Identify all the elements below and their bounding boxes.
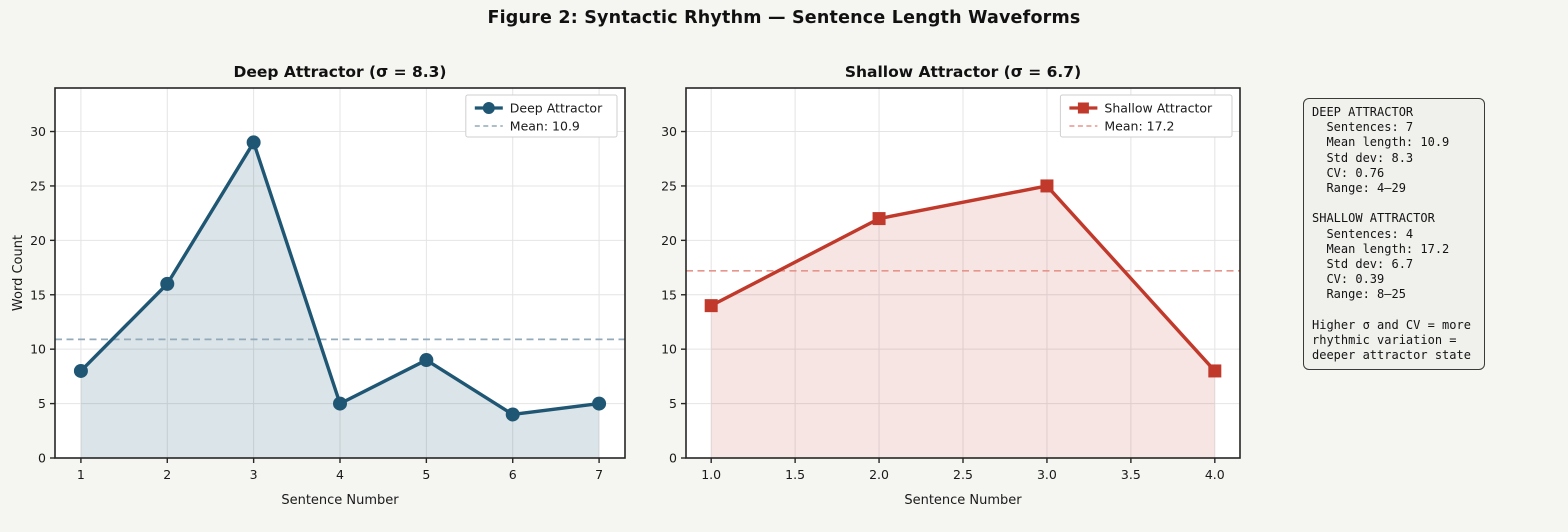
svg-text:0: 0 (669, 451, 677, 466)
svg-text:10: 10 (30, 342, 46, 357)
svg-text:20: 20 (30, 233, 46, 248)
svg-text:5: 5 (669, 396, 677, 411)
chart-title: Shallow Attractor (σ = 6.7) (845, 63, 1081, 81)
svg-text:Deep Attractor: Deep Attractor (510, 101, 603, 116)
area-fill (80, 142, 600, 458)
data-markers (704, 179, 1222, 378)
svg-text:3.5: 3.5 (1121, 467, 1141, 482)
svg-text:4.0: 4.0 (1205, 467, 1225, 482)
svg-text:30: 30 (661, 124, 677, 139)
svg-text:25: 25 (661, 178, 677, 193)
stats-annotation-box: DEEP ATTRACTOR Sentences: 7 Mean length:… (1303, 98, 1485, 371)
svg-text:6: 6 (509, 467, 517, 482)
legend: Shallow Attractor Mean: 17.2 (1059, 94, 1233, 138)
svg-text:1: 1 (77, 467, 85, 482)
svg-text:1.0: 1.0 (701, 467, 721, 482)
chart-title: Deep Attractor (σ = 8.3) (233, 63, 446, 81)
svg-text:1.5: 1.5 (785, 467, 805, 482)
legend: Deep Attractor Mean: 10.9 (465, 94, 618, 138)
svg-text:3.0: 3.0 (1037, 467, 1057, 482)
deep-attractor-chart: 1 2 3 4 5 6 7 0 5 10 15 20 25 30 Deep Attractor (σ = 8… (11, 63, 626, 508)
svg-text:2.0: 2.0 (869, 467, 889, 482)
svg-text:Mean: 17.2: Mean: 17.2 (1104, 119, 1174, 134)
deep-attractor-panel: 1 2 3 4 5 6 7 0 5 10 15 20 25 30 Deep Attractor (σ = 8… (8, 56, 640, 532)
svg-text:2.5: 2.5 (953, 467, 973, 482)
svg-text:10: 10 (661, 342, 677, 357)
svg-text:5: 5 (422, 467, 430, 482)
svg-text:Mean: 10.9: Mean: 10.9 (510, 119, 580, 134)
svg-text:7: 7 (595, 467, 603, 482)
shallow-attractor-chart: 1.0 1.5 2.0 2.5 3.0 3.5 4.0 0 5 10 15 20 25 30 Shallow… (661, 63, 1241, 508)
svg-text:20: 20 (661, 233, 677, 248)
svg-text:30: 30 (30, 124, 46, 139)
svg-text:5: 5 (38, 396, 46, 411)
svg-text:3: 3 (250, 467, 258, 482)
axis-ticks: 1 2 3 4 5 6 7 0 5 10 15 20 25 30 (30, 124, 603, 482)
axis-ticks: 1.0 1.5 2.0 2.5 3.0 3.5 4.0 0 5 10 15 20 25 30 (661, 124, 1225, 482)
area-fill (711, 185, 1215, 459)
svg-text:Shallow Attractor: Shallow Attractor (1104, 101, 1213, 116)
svg-text:15: 15 (30, 287, 46, 302)
data-line (709, 184, 1217, 373)
x-axis-label: Sentence Number (281, 493, 399, 508)
figure-title: Figure 2: Syntactic Rhythm — Sentence Le… (487, 8, 1081, 28)
stats-text: DEEP ATTRACTOR Sentences: 7 Mean length:… (1312, 105, 1471, 363)
shallow-attractor-panel: 1.0 1.5 2.0 2.5 3.0 3.5 4.0 0 5 10 15 20 25 30 Shallow… (648, 56, 1258, 532)
svg-text:15: 15 (661, 287, 677, 302)
x-axis-label: Sentence Number (904, 493, 1022, 508)
svg-text:0: 0 (38, 451, 46, 466)
svg-text:4: 4 (336, 467, 344, 482)
data-markers (73, 135, 607, 422)
svg-text:2: 2 (163, 467, 171, 482)
svg-text:25: 25 (30, 178, 46, 193)
y-axis-label: Word Count (11, 235, 26, 311)
